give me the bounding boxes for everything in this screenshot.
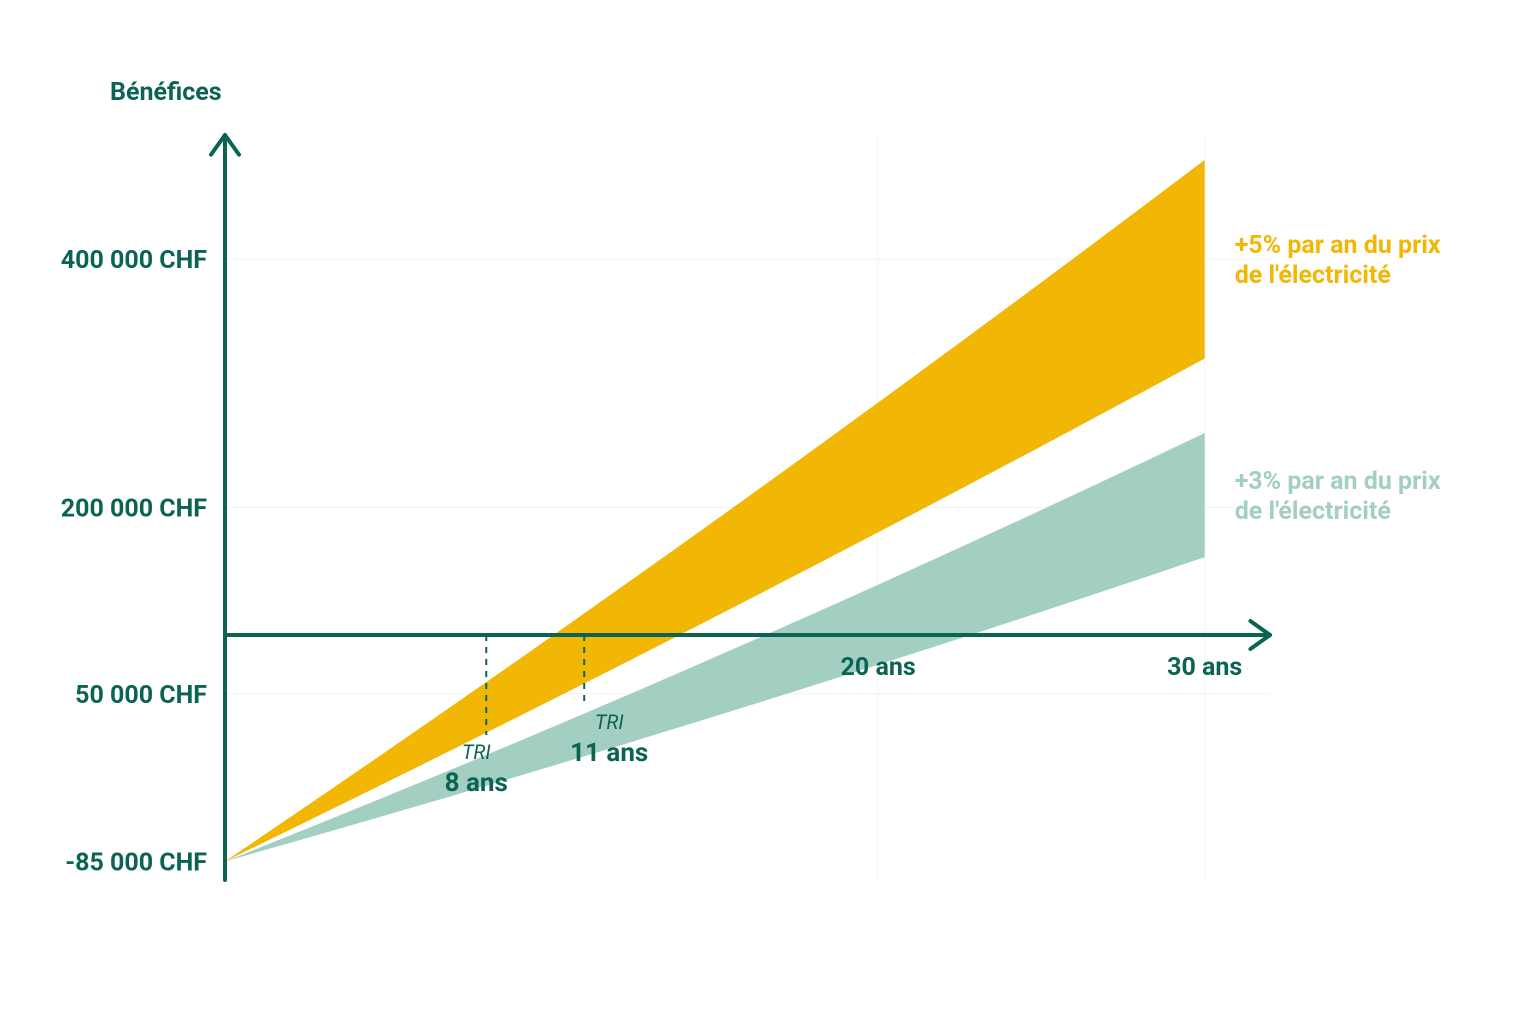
tri-years-label: 11 ans [570,738,648,768]
tri-years-label: 8 ans [445,768,508,798]
series-label-line1: +5% par an du prix [1235,231,1441,260]
benefits-chart: Bénéfices -85 000 CHF 50 000 CHF 200 000 CH… [0,0,1536,1032]
x-tick-label: 30 ans [1167,653,1242,682]
chart-svg: Bénéfices -85 000 CHF 50 000 CHF 200 000 CH… [0,0,1536,1032]
x-tick-label: 20 ans [841,653,916,682]
y-axis-title: Bénéfices [110,78,222,107]
y-tick-label: 50 000 CHF [75,681,207,710]
y-tick-label: 200 000 CHF [61,495,207,524]
tri-label: TRI [595,710,625,734]
series-label-line1: +3% par an du prix [1235,467,1441,496]
y-tick-label: 400 000 CHF [61,246,207,275]
series-label-line2: de l'électricité [1235,261,1391,290]
tri-label: TRI [462,740,492,764]
y-tick-label: -85 000 CHF [65,848,207,877]
series-area-scenario_3pct [225,433,1205,861]
series-label-line2: de l'électricité [1235,497,1391,526]
